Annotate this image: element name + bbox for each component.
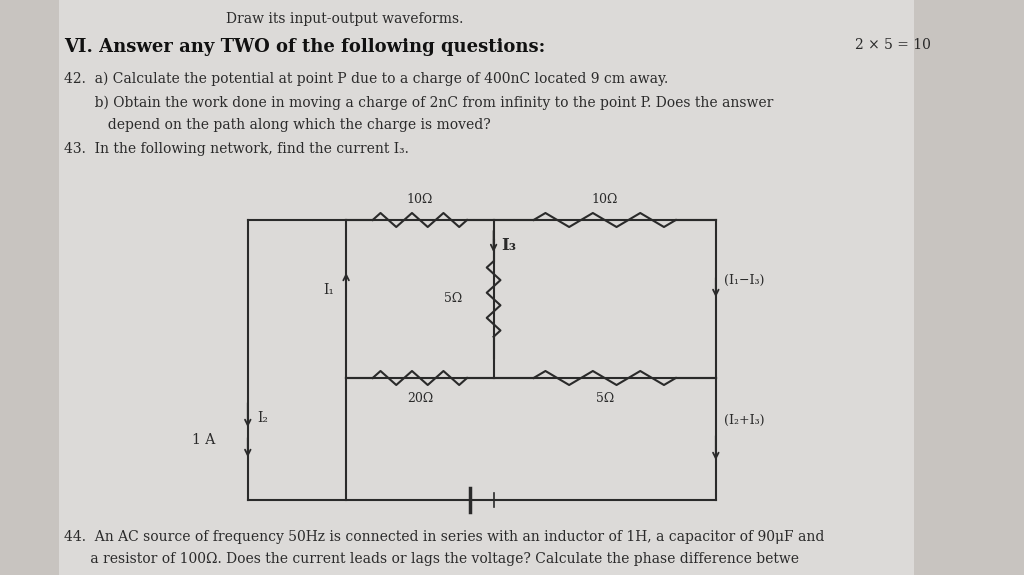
Text: (I₂+I₃): (I₂+I₃)	[724, 413, 764, 427]
Text: VI. Answer any TWO of the following questions:: VI. Answer any TWO of the following ques…	[63, 38, 545, 56]
Text: 20Ω: 20Ω	[407, 392, 433, 405]
Text: 10Ω: 10Ω	[592, 193, 617, 206]
Text: Draw its input-output waveforms.: Draw its input-output waveforms.	[226, 12, 464, 26]
Text: 2 × 5 = 10: 2 × 5 = 10	[855, 38, 931, 52]
Text: I₂: I₂	[258, 411, 268, 425]
Text: 10Ω: 10Ω	[407, 193, 433, 206]
Text: 1 A: 1 A	[191, 433, 215, 447]
Text: 42.  a) Calculate the potential at point P due to a charge of 400nC located 9 cm: 42. a) Calculate the potential at point …	[63, 72, 669, 86]
Text: b) Obtain the work done in moving a charge of 2nC from infinity to the point P. : b) Obtain the work done in moving a char…	[63, 96, 773, 110]
FancyBboxPatch shape	[59, 0, 914, 575]
Text: 5Ω: 5Ω	[596, 392, 613, 405]
Text: a resistor of 100Ω. Does the current leads or lags the voltage? Calculate the ph: a resistor of 100Ω. Does the current lea…	[63, 552, 799, 566]
Text: I₁: I₁	[324, 283, 334, 297]
Text: 43.  In the following network, find the current I₃.: 43. In the following network, find the c…	[63, 142, 409, 156]
Text: 44.  An AC source of frequency 50Hz is connected in series with an inductor of 1: 44. An AC source of frequency 50Hz is co…	[63, 530, 824, 544]
Text: I₃: I₃	[502, 236, 516, 254]
Text: (I₁−I₃): (I₁−I₃)	[724, 274, 764, 286]
Text: 5Ω: 5Ω	[443, 293, 462, 305]
Text: depend on the path along which the charge is moved?: depend on the path along which the charg…	[63, 118, 490, 132]
